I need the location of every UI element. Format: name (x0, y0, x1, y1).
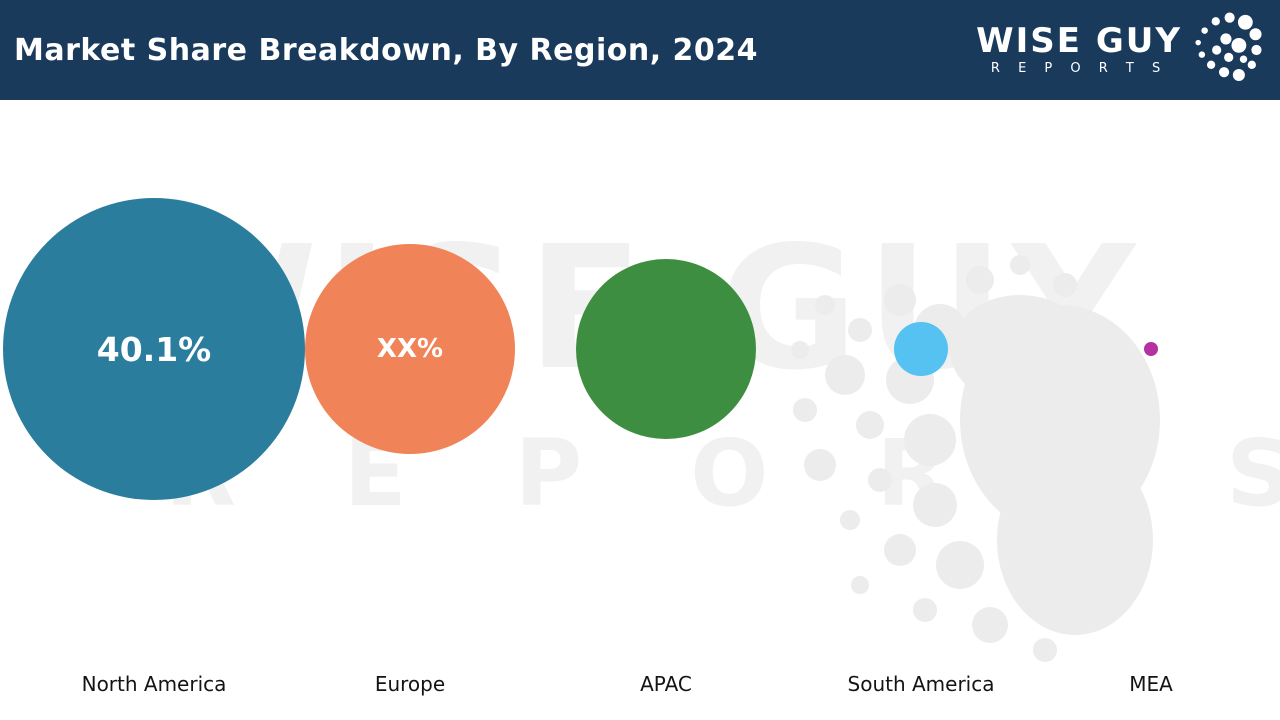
chart-canvas: WISE GUY R E P O R T S 40.1%North Americ… (0, 100, 1280, 720)
logo-head-icon (1195, 12, 1262, 81)
bubble-south-america (894, 322, 948, 376)
header: Market Share Breakdown, By Region, 2024 … (0, 0, 1280, 100)
bubble-europe: XX% (305, 244, 515, 454)
wise-guy-logo: WISE GUY R E P O R T S (976, 10, 1262, 90)
bubble-chart: 40.1% North America XX% Europe APAC South Ame… (0, 100, 1280, 720)
bubble-value-label: XX% (376, 334, 444, 364)
bubble-value-label: 40.1% (96, 329, 212, 369)
bubble-north-america: 40.1% (3, 198, 305, 500)
logo-wordmark: WISE GUY (976, 20, 1182, 61)
category-label-south-america: South America (847, 672, 995, 696)
page-title: Market Share Breakdown, By Region, 2024 (14, 32, 759, 68)
category-label-north-america: North America (81, 672, 227, 696)
category-label-mea: MEA (1129, 672, 1173, 696)
bubble-apac (576, 259, 756, 439)
bubble-mea (1144, 342, 1158, 356)
logo-text: WISE GUY R E P O R T S (976, 20, 1182, 77)
category-label-apac: APAC (640, 672, 692, 696)
category-label-europe: Europe (374, 672, 446, 696)
logo-subtitle: R E P O R T S (990, 61, 1168, 77)
